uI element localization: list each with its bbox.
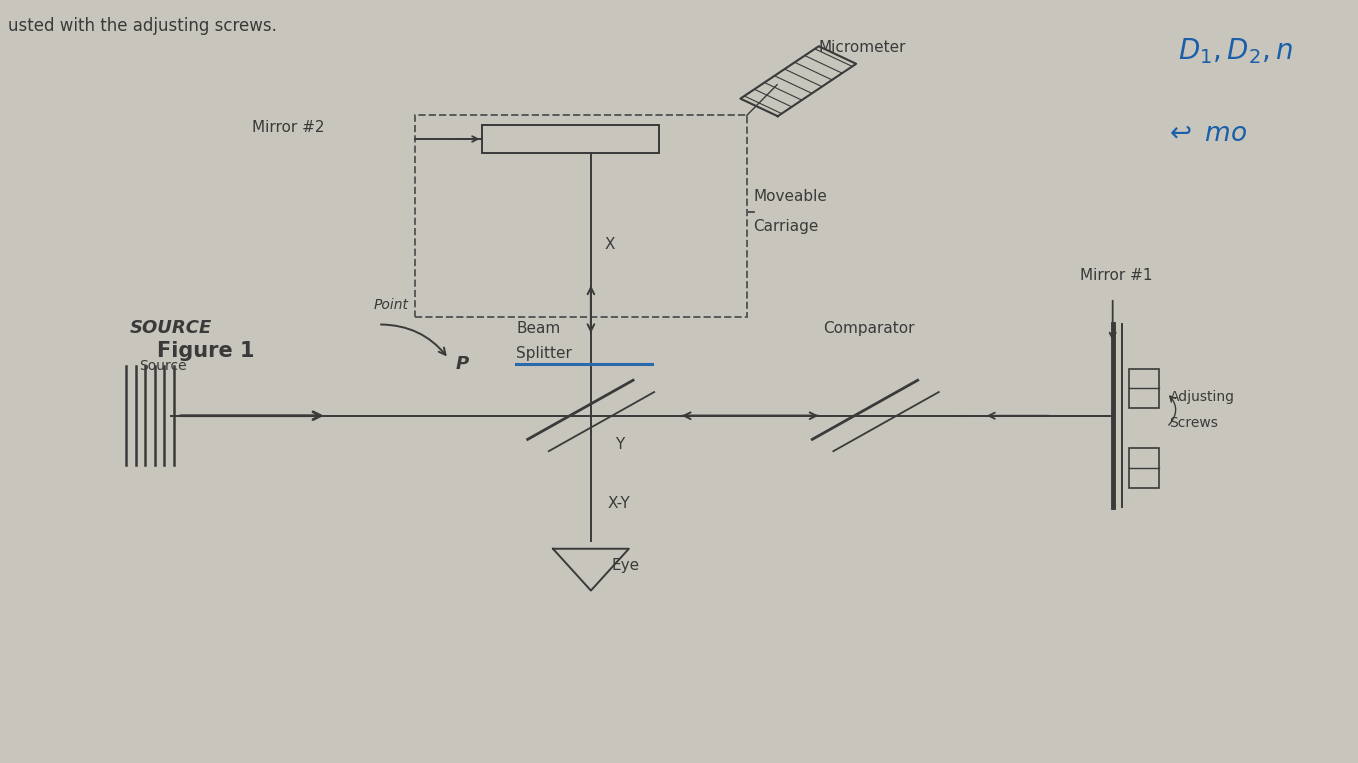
Text: Figure 1: Figure 1 <box>158 341 255 361</box>
Text: usted with the adjusting screws.: usted with the adjusting screws. <box>8 17 277 34</box>
Text: $D_1, D_2, n$: $D_1, D_2, n$ <box>1177 36 1293 66</box>
Text: Adjusting: Adjusting <box>1169 390 1234 404</box>
Text: $\hookleftarrow$ mo: $\hookleftarrow$ mo <box>1164 121 1248 147</box>
Text: Carriage: Carriage <box>754 219 819 233</box>
Text: P: P <box>455 355 469 373</box>
Bar <box>482 124 659 153</box>
Text: Point: Point <box>373 298 409 313</box>
Text: Moveable: Moveable <box>754 188 827 204</box>
Text: Y: Y <box>615 437 625 452</box>
Text: Comparator: Comparator <box>823 320 914 336</box>
Text: Mirror #2: Mirror #2 <box>253 121 325 135</box>
Text: SOURCE: SOURCE <box>130 319 212 337</box>
Text: Screws: Screws <box>1169 417 1218 430</box>
Text: Micrometer: Micrometer <box>819 40 906 55</box>
Text: Splitter: Splitter <box>516 346 572 361</box>
Text: Source: Source <box>140 359 187 373</box>
Text: Mirror #1: Mirror #1 <box>1081 268 1153 282</box>
Bar <box>1128 449 1158 488</box>
Text: Beam: Beam <box>516 320 561 336</box>
Text: X-Y: X-Y <box>607 496 630 510</box>
Text: X: X <box>604 237 615 252</box>
Bar <box>1128 369 1158 408</box>
Text: Eye: Eye <box>611 558 640 573</box>
Bar <box>414 115 747 317</box>
